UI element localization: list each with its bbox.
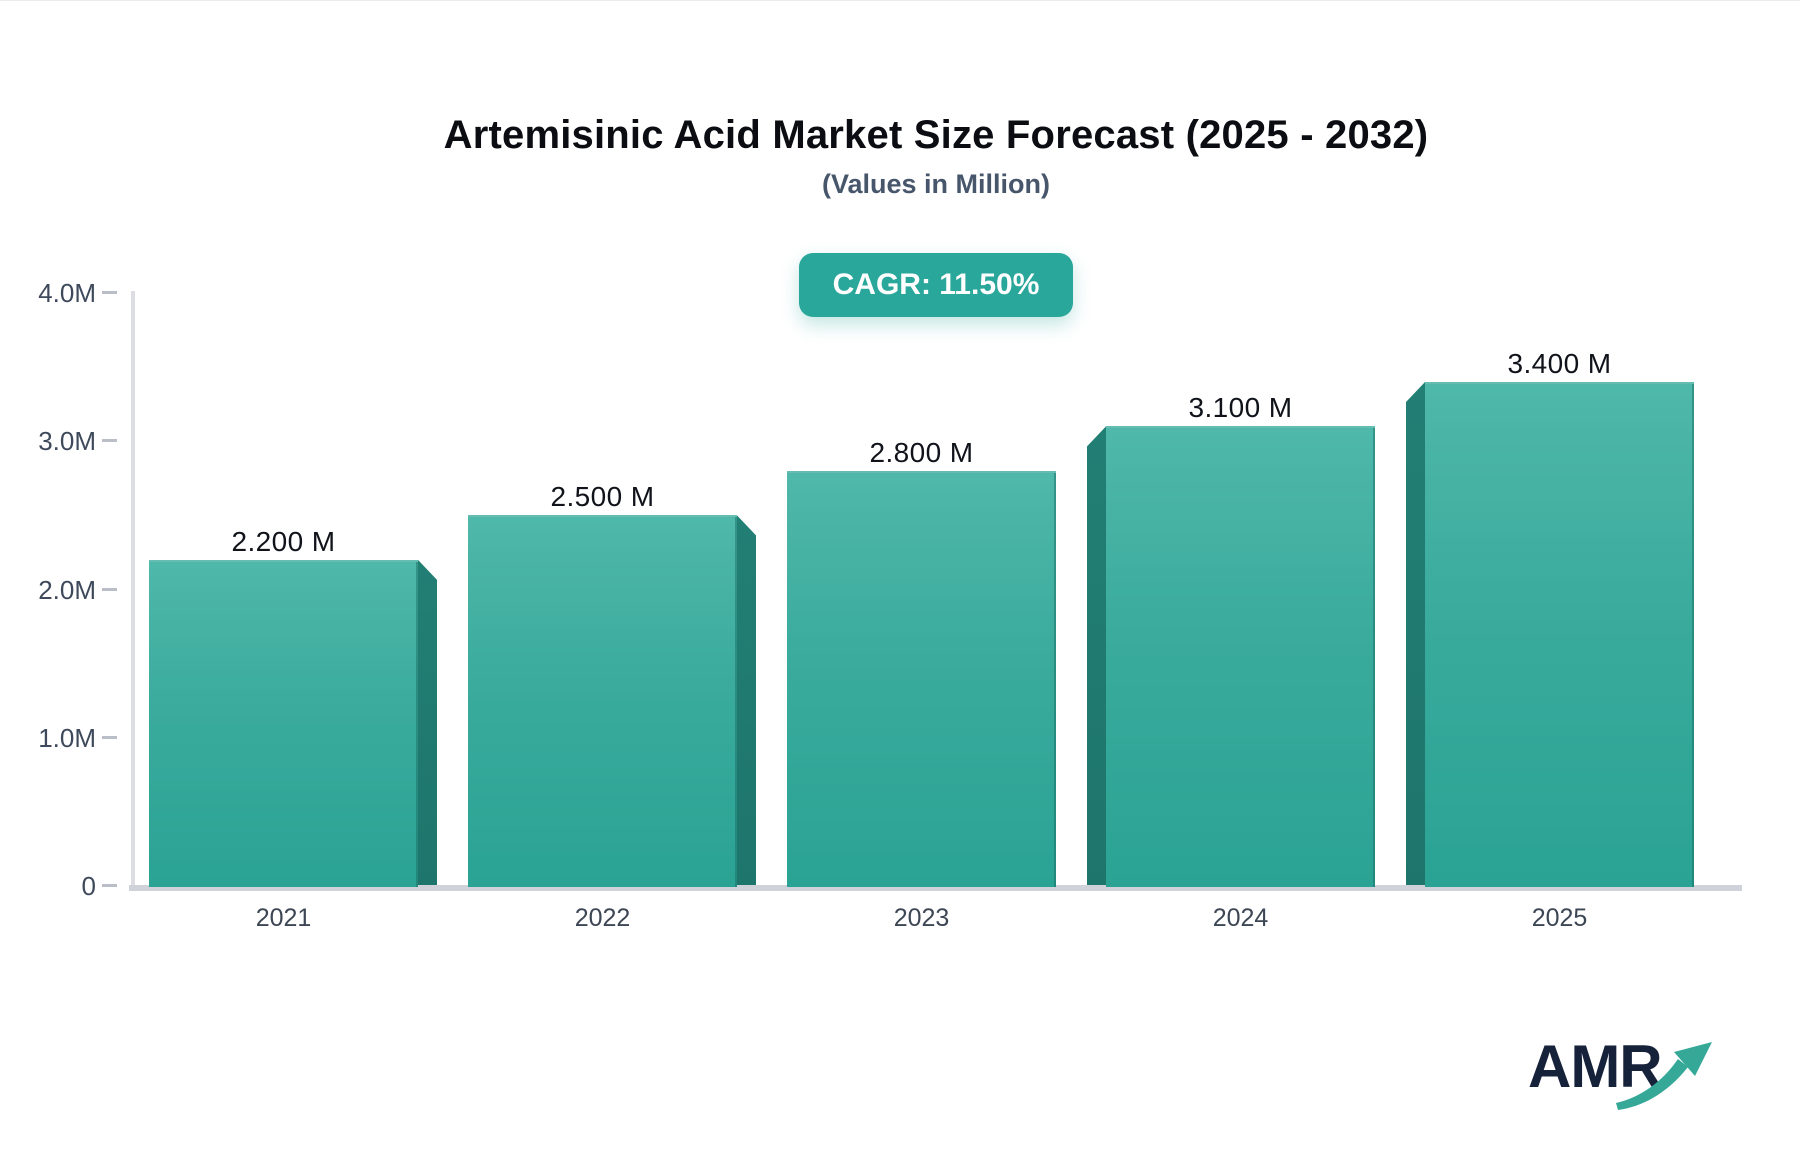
bar-value-label: 2.500 M <box>550 481 655 513</box>
badge-row: CAGR: 11.50% <box>72 253 1800 317</box>
y-axis-label: 0 <box>81 871 96 901</box>
y-axis-label: 2.0M <box>38 574 96 605</box>
bar-side-face <box>1406 381 1425 885</box>
chart-title: Artemisinic Acid Market Size Forecast (2… <box>443 113 1429 157</box>
growth-arrow-icon <box>1616 1042 1712 1110</box>
bar-2021 <box>149 559 418 887</box>
x-axis-label: 2024 <box>1212 904 1269 932</box>
y-axis-label: 4.0M <box>38 278 96 308</box>
bar-side-face <box>1087 426 1106 885</box>
bar-value-label: 2.200 M <box>231 525 336 557</box>
y-axis-line <box>131 291 135 889</box>
x-axis-label: 2021 <box>255 904 312 932</box>
y-axis-tick <box>102 291 117 294</box>
bar-value-label: 2.800 M <box>869 436 974 468</box>
amr-logo: AMR <box>1528 1026 1738 1121</box>
bar-value-label: 3.100 M <box>1188 392 1293 424</box>
bar-side-face <box>737 515 756 885</box>
x-axis-label: 2022 <box>574 904 631 932</box>
bar-2023 <box>787 470 1056 887</box>
bar-2022 <box>468 515 737 887</box>
bar-2025 <box>1425 381 1694 887</box>
amr-logo-text: AMR <box>1528 1033 1663 1100</box>
bar-value-label: 3.400 M <box>1507 347 1612 379</box>
bar-2024 <box>1106 426 1375 887</box>
chart-subtitle: (Values in Million) <box>821 169 1051 199</box>
y-axis-tick <box>102 884 117 887</box>
y-axis-tick <box>102 735 117 739</box>
y-axis-label: 3.0M <box>38 426 96 457</box>
x-axis-label: 2023 <box>893 904 950 932</box>
bar-side-face <box>418 559 437 885</box>
x-axis-label: 2025 <box>1531 904 1588 932</box>
y-axis-tick <box>102 439 117 443</box>
cagr-badge: CAGR: 11.50% <box>798 253 1074 317</box>
y-axis-label: 1.0M <box>38 722 96 753</box>
x-axis-line <box>129 885 1742 891</box>
y-axis-tick <box>102 587 117 591</box>
